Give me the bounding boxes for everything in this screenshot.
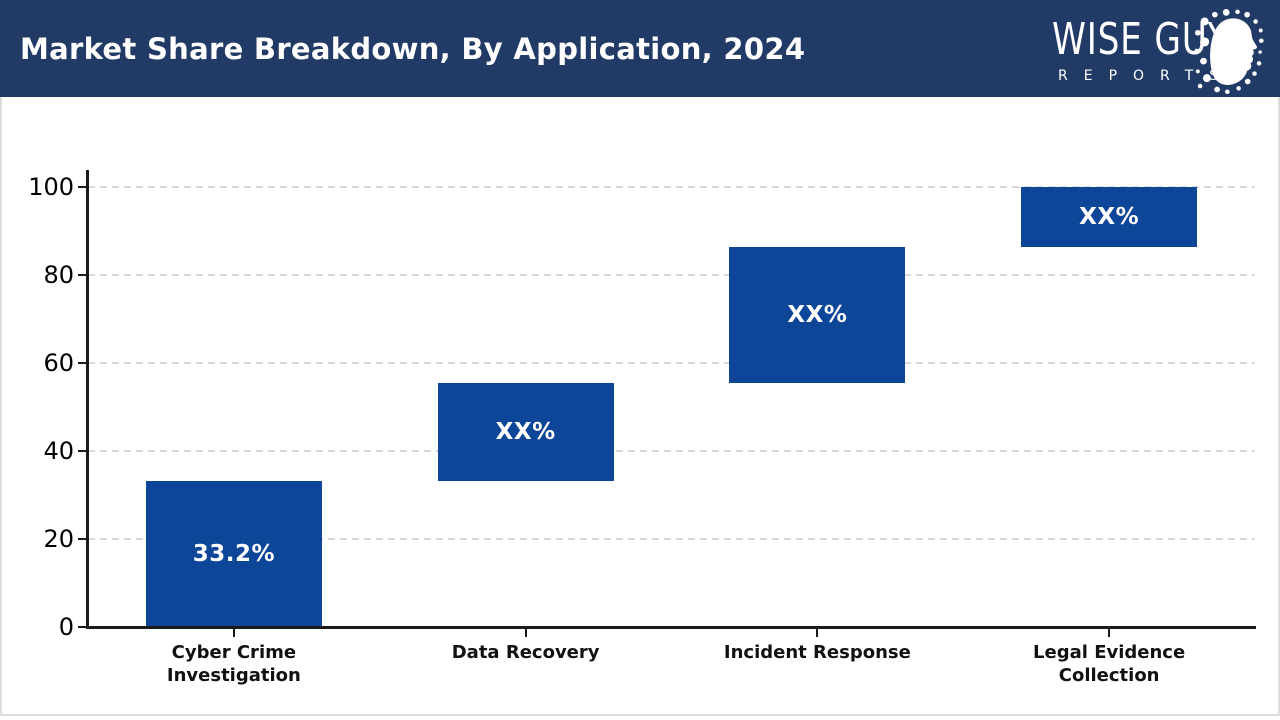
x-tick: [232, 629, 235, 637]
bar-value-label: XX%: [787, 301, 848, 328]
bar-segment: XX%: [729, 246, 906, 383]
x-category-label: Data Recovery: [451, 642, 600, 663]
bar-segment: XX%: [1021, 187, 1198, 247]
header: Market Share Breakdown, By Application, …: [0, 0, 1280, 97]
y-tick-label: 0: [58, 613, 74, 641]
bar-value-label: XX%: [495, 418, 556, 445]
y-tick: [78, 362, 86, 364]
x-tick: [816, 629, 819, 637]
logo-head-icon: [1192, 9, 1266, 94]
y-tick-label: 20: [43, 525, 74, 553]
x-tick: [1108, 629, 1111, 637]
bar-value-label: 33.2%: [192, 540, 276, 567]
chart-title: Market Share Breakdown, By Application, …: [20, 31, 806, 66]
y-tick: [78, 626, 86, 628]
x-category-label: Incident Response: [723, 642, 911, 663]
bar-value-label: XX%: [1079, 203, 1140, 230]
y-tick: [78, 186, 86, 188]
y-tick: [78, 450, 86, 452]
x-category-label: Cyber Crime Investigation: [166, 642, 301, 686]
y-tick: [78, 274, 86, 276]
x-tick: [524, 629, 527, 637]
gridline: [88, 274, 1255, 276]
logo-wordmark: WISE GUY: [1052, 14, 1230, 65]
x-axis: [86, 626, 1256, 629]
x-category-label: Legal Evidence Collection: [1033, 642, 1186, 686]
bar-segment: XX%: [437, 382, 614, 481]
y-tick-label: 80: [43, 261, 74, 289]
logo-subtext: REPORTS: [1058, 68, 1235, 84]
gridline: [88, 186, 1255, 188]
y-tick-label: 40: [43, 437, 74, 465]
y-tick-label: 100: [28, 173, 74, 201]
gridline: [88, 450, 1255, 452]
y-axis: [86, 170, 89, 629]
wiseguy-logo: WISE GUY REPORTS: [1018, 6, 1268, 92]
y-tick-label: 60: [43, 349, 74, 377]
gridline: [88, 538, 1255, 540]
bar-segment: 33.2%: [145, 480, 322, 627]
y-tick: [78, 538, 86, 540]
gridline: [88, 362, 1255, 364]
